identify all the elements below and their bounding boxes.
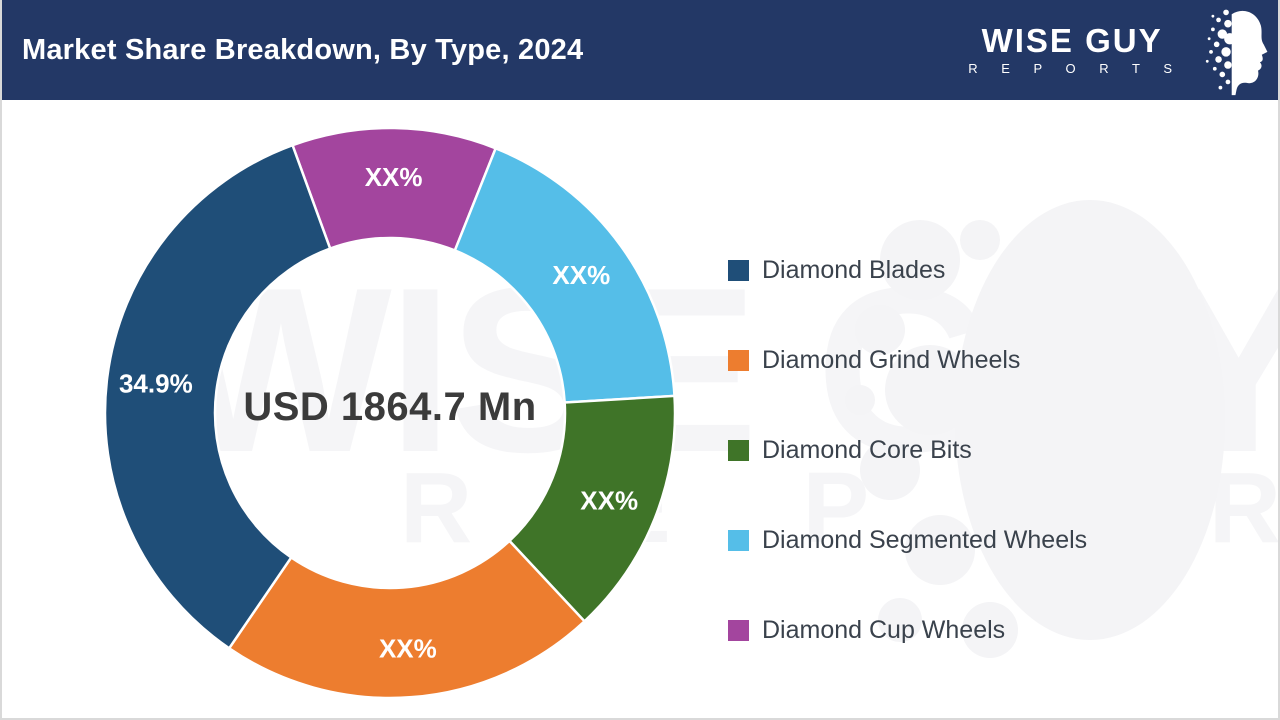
slice-label-diamond-cup-wheels: XX%: [365, 162, 423, 192]
legend-label: Diamond Blades: [762, 255, 946, 284]
pie-slice-diamond-grind-wheels: [227, 539, 587, 700]
chart-legend: Diamond Blades Diamond Grind Wheels Diamon…: [728, 255, 1088, 644]
legend-item-diamond-cup-wheels: Diamond Cup Wheels: [728, 615, 1087, 644]
header-bar: Market Share Breakdown, By Type, 2024 WI…: [0, 0, 1280, 100]
donut-chart-svg: XX% XX% XX% XX% 34.9%: [103, 126, 677, 700]
logo-subtitle: R E P O R T S: [968, 61, 1182, 76]
legend-item-diamond-grind-wheels: Diamond Grind Wheels: [728, 345, 1087, 374]
legend-swatch-diamond-segmented-wheels: [728, 529, 749, 551]
pie-slice-diamond-segmented-wheels: [453, 146, 676, 404]
slice-label-diamond-blades: 34.9%: [119, 369, 193, 399]
slice-label-diamond-core-bits: XX%: [580, 485, 638, 515]
wiseguy-logo: WISE GUY R E P O R T S: [962, 3, 1270, 97]
page-title: Market Share Breakdown, By Type, 2024: [22, 33, 584, 66]
legend-item-diamond-segmented-wheels: Diamond Segmented Wheels: [728, 525, 1088, 554]
donut-chart: XX% XX% XX% XX% 34.9% USD 1864.7 Mn: [90, 113, 690, 713]
legend-label: Diamond Grind Wheels: [762, 345, 1021, 374]
pie-slice-diamond-blades: [103, 143, 332, 651]
legend-label: Diamond Cup Wheels: [762, 615, 1006, 644]
logo-wordmark: WISE GUY: [981, 22, 1163, 59]
legend-item-diamond-blades: Diamond Blades: [728, 255, 1087, 284]
legend-swatch-diamond-blades: [728, 259, 749, 281]
legend-swatch-diamond-core-bits: [728, 439, 749, 461]
slice-label-diamond-segmented-wheels: XX%: [552, 260, 610, 290]
wiseguy-face-icon: [1205, 9, 1268, 96]
slice-label-diamond-grind-wheels: XX%: [379, 633, 437, 663]
legend-swatch-diamond-grind-wheels: [728, 349, 749, 371]
legend-label: Diamond Segmented Wheels: [762, 525, 1088, 554]
wiseguy-logo-text: WISE GUY R E P O R T S: [962, 24, 1182, 76]
legend-swatch-diamond-cup-wheels: [728, 619, 749, 641]
legend-item-diamond-core-bits: Diamond Core Bits: [728, 435, 1087, 464]
legend-label: Diamond Core Bits: [762, 435, 972, 464]
